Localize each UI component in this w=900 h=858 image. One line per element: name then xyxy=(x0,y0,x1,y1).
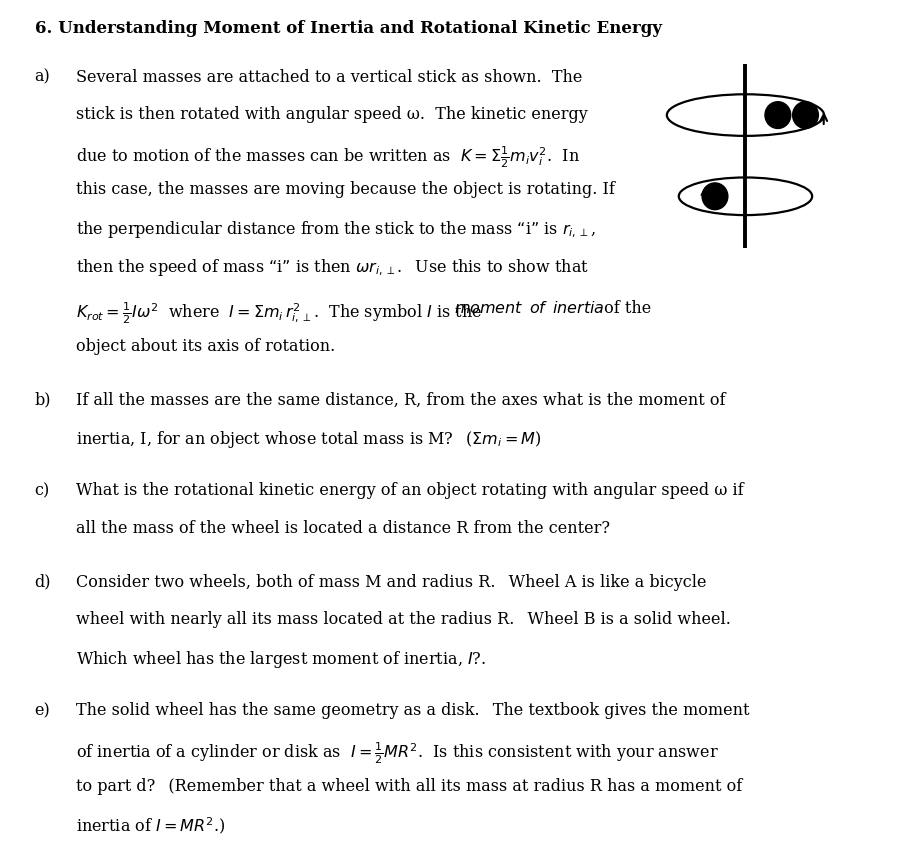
Text: e): e) xyxy=(35,703,50,719)
Text: Several masses are attached to a vertical stick as shown.  The: Several masses are attached to a vertica… xyxy=(76,69,582,86)
Text: $\mathit{moment\/\ of\/\ inertia}$: $\mathit{moment\/\ of\/\ inertia}$ xyxy=(454,300,605,317)
Text: c): c) xyxy=(35,482,50,499)
Text: object about its axis of rotation.: object about its axis of rotation. xyxy=(76,338,335,355)
Text: Consider two wheels, both of mass M and radius R.  Wheel A is like a bicycle: Consider two wheels, both of mass M and … xyxy=(76,574,707,590)
Text: What is the rotational kinetic energy of an object rotating with angular speed ω: What is the rotational kinetic energy of… xyxy=(76,482,743,499)
Text: the perpendicular distance from the stick to the mass “i” is $r_{i,\perp}$,: the perpendicular distance from the stic… xyxy=(76,219,595,240)
Text: of inertia of a cylinder or disk as  $I = \frac{1}{2}MR^2$.  Is this consistent : of inertia of a cylinder or disk as $I =… xyxy=(76,740,718,765)
Text: of the: of the xyxy=(598,300,651,317)
Text: $K_{rot} = \frac{1}{2}I\omega^2$  where  $I = \Sigma m_i\, r^2_{i,\perp}$.  The : $K_{rot} = \frac{1}{2}I\omega^2$ where $… xyxy=(76,300,482,326)
Text: this case, the masses are moving because the object is rotating. If: this case, the masses are moving because… xyxy=(76,181,615,198)
Text: 6. Understanding Moment of Inertia and Rotational Kinetic Energy: 6. Understanding Moment of Inertia and R… xyxy=(35,20,662,37)
Text: d): d) xyxy=(35,574,51,590)
Circle shape xyxy=(793,102,818,129)
Circle shape xyxy=(765,102,791,129)
Text: wheel with nearly all its mass located at the radius R.  Wheel B is a solid whee: wheel with nearly all its mass located a… xyxy=(76,611,731,628)
Text: all the mass of the wheel is located a distance R from the center?: all the mass of the wheel is located a d… xyxy=(76,520,609,537)
Circle shape xyxy=(702,183,728,209)
Text: stick is then rotated with angular speed ω.  The kinetic energy: stick is then rotated with angular speed… xyxy=(76,106,588,124)
Text: The solid wheel has the same geometry as a disk.  The textbook gives the moment: The solid wheel has the same geometry as… xyxy=(76,703,749,719)
Text: If all the masses are the same distance, R, from the axes what is the moment of: If all the masses are the same distance,… xyxy=(76,391,725,408)
Text: to part d?  (Remember that a wheel with all its mass at radius R has a moment of: to part d? (Remember that a wheel with a… xyxy=(76,777,742,795)
Text: b): b) xyxy=(35,391,51,408)
Text: a): a) xyxy=(35,69,50,86)
Text: Which wheel has the largest moment of inertia, $I$?.: Which wheel has the largest moment of in… xyxy=(76,649,486,670)
Text: then the speed of mass “i” is then $\omega r_{i,\perp}$.  Use this to show that: then the speed of mass “i” is then $\ome… xyxy=(76,257,589,278)
Text: inertia, I, for an object whose total mass is M?  ($\Sigma m_i = M$): inertia, I, for an object whose total ma… xyxy=(76,429,541,450)
Text: inertia of $I = MR^2$.): inertia of $I = MR^2$.) xyxy=(76,815,225,837)
Text: due to motion of the masses can be written as  $K = \Sigma\frac{1}{2}m_i v_i^2$.: due to motion of the masses can be writt… xyxy=(76,144,580,170)
